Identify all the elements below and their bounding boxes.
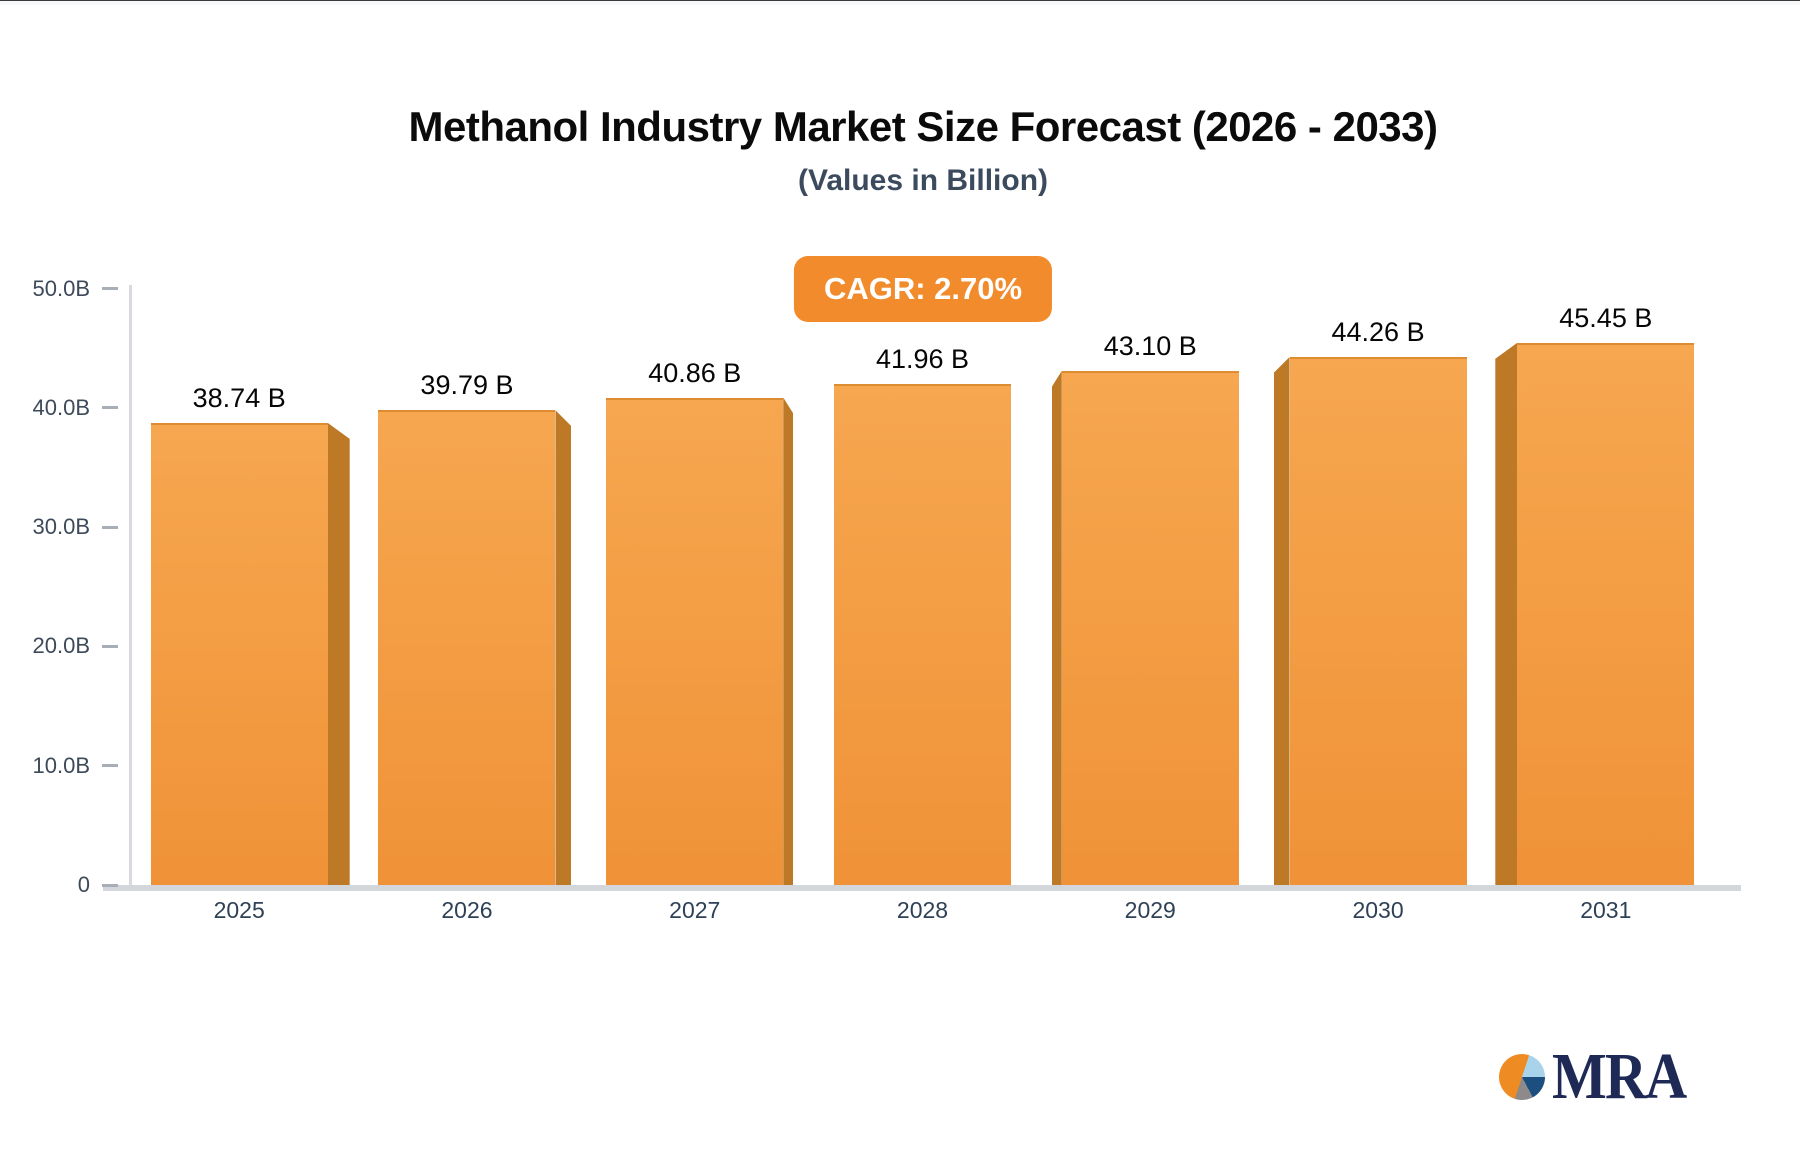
screenshot-top-edge <box>0 0 1800 5</box>
y-axis-tick <box>102 764 118 768</box>
bar-value-label: 44.26 B <box>1331 316 1425 347</box>
bar-value-label: 40.86 B <box>648 357 742 388</box>
bar-2028[interactable] <box>834 384 1011 885</box>
y-axis-tick-label: 30.0B <box>32 514 91 540</box>
chart-subtitle: (Values in Billion) <box>797 164 1049 197</box>
bar-3d-side <box>1273 356 1290 885</box>
bar-2025[interactable] <box>150 422 328 885</box>
y-axis-line <box>129 285 132 891</box>
x-axis-label-2029: 2029 <box>1124 897 1176 923</box>
bar-value-label: 39.79 B <box>420 370 514 401</box>
chart-title: Methanol Industry Market Size Forecast (… <box>408 103 1438 150</box>
bar-value-label: 41.96 B <box>875 344 970 375</box>
x-axis-label-2031: 2031 <box>1580 897 1632 923</box>
bar-2027[interactable] <box>606 397 784 885</box>
x-axis-label-2027: 2027 <box>669 897 721 923</box>
bar-2030[interactable] <box>1289 356 1467 885</box>
y-axis-tick <box>102 406 118 410</box>
y-axis-tick-label: 0 <box>77 872 90 897</box>
pie-chart-logo-icon <box>1499 1054 1545 1100</box>
y-axis-tick-label: 10.0B <box>32 752 91 778</box>
y-axis-tick-label: 50.0B <box>32 275 91 301</box>
bar-3d-side <box>1495 342 1518 885</box>
x-axis-label-2030: 2030 <box>1352 897 1404 923</box>
y-axis-tick <box>102 287 118 290</box>
bar-3d-side <box>327 422 350 885</box>
bar-value-label: 45.45 B <box>1559 302 1653 333</box>
x-axis-baseline <box>103 885 1741 891</box>
bar-2029[interactable] <box>1061 370 1239 885</box>
y-axis-tick <box>102 525 118 529</box>
y-axis-tick-label: 20.0B <box>32 633 91 659</box>
bar-3d-side <box>555 410 572 885</box>
bar-3d-side <box>783 397 794 885</box>
x-axis-label-2025: 2025 <box>213 897 265 923</box>
bar-value-label: 38.74 B <box>192 382 286 413</box>
y-axis-tick <box>102 883 118 887</box>
x-axis-label-2028: 2028 <box>896 897 949 923</box>
bar-3d-side <box>1051 370 1062 885</box>
cagr-badge: CAGR: 2.70% <box>793 256 1053 322</box>
bar-2026[interactable] <box>378 410 556 885</box>
bar-2031[interactable] <box>1517 342 1695 885</box>
bar-value-label: 43.10 B <box>1103 330 1197 361</box>
y-axis-tick-label: 40.0B <box>32 394 91 420</box>
y-axis-tick <box>102 644 118 648</box>
mra-logo: MRA <box>1499 1044 1704 1110</box>
x-axis-label-2026: 2026 <box>441 897 493 923</box>
logo-text: MRA <box>1552 1040 1687 1113</box>
